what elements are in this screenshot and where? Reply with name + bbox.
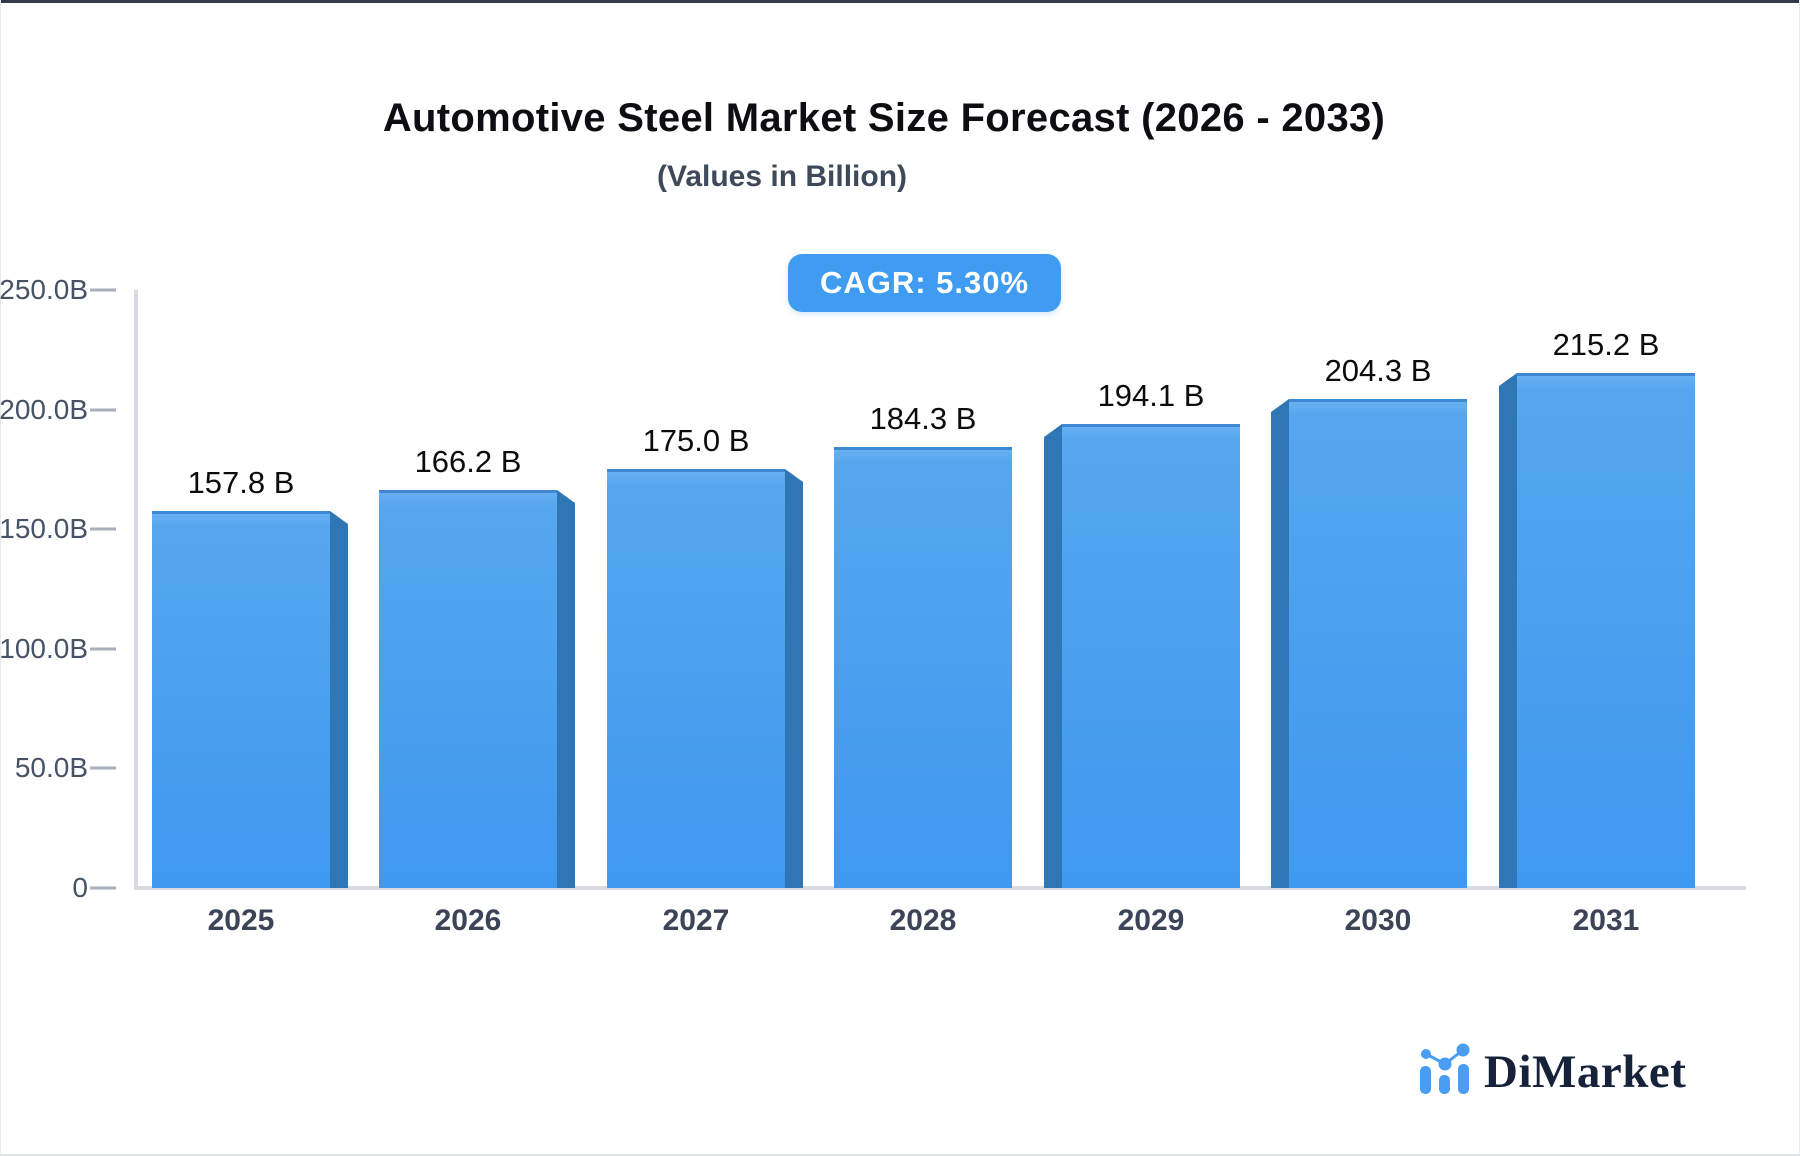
bar-2031[interactable] [1517,373,1695,888]
y-tick-label: 50.0B [14,752,88,783]
y-tick-mark [90,288,116,292]
bar-value-label: 204.3 B [1324,353,1432,388]
chart-subtitle: (Values in Billion) [656,160,908,193]
bar-value-label: 215.2 B [1552,327,1660,362]
y-tick-label: 250.0B [0,274,88,305]
y-tick-mark [90,527,116,531]
x-tick-label: 2025 [207,904,275,937]
plot-area: 250.0B 200.0B 150.0B 100.0B 50.0B 0 157.8 B 202… [0,274,1746,937]
bar-value-label: 175.0 B [642,423,750,458]
dimarket-logo[interactable]: DiMarket [1418,1038,1686,1096]
bar-2029[interactable] [1062,424,1240,888]
bar-2025[interactable] [152,511,330,888]
dimarket-logo-text: DiMarket [1484,1046,1687,1098]
y-tick-mark [90,647,116,651]
top-border [1,0,1799,3]
y-tick-label: 0 [72,872,88,903]
bar-side-face [785,469,803,888]
x-tick-label: 2031 [1572,904,1640,937]
bar-side-face [330,511,348,888]
bar-2026[interactable] [379,490,557,888]
bar-2030[interactable] [1289,399,1467,888]
bar-side-face [1499,373,1517,888]
y-axis-line [134,290,138,888]
bar-2027[interactable] [607,469,785,888]
dimarket-logo-icon [1420,1043,1470,1094]
bar-side-face [557,490,575,888]
bar-side-face [1271,399,1289,888]
bar-2028[interactable] [834,447,1012,888]
x-tick-label: 2027 [662,904,730,937]
x-tick-label: 2030 [1344,904,1412,937]
y-tick-mark [90,886,116,890]
x-axis-line [134,886,1746,890]
bar-value-label: 166.2 B [414,444,522,479]
y-tick-label: 200.0B [0,394,88,425]
bar-side-face [1044,424,1062,888]
y-tick-mark [90,766,116,770]
bar-value-label: 194.1 B [1097,378,1205,413]
y-tick-label: 150.0B [0,513,88,544]
x-tick-label: 2029 [1117,904,1185,937]
bar-value-label: 157.8 B [187,465,295,500]
y-tick-label: 100.0B [0,633,88,664]
chart-title: Automotive Steel Market Size Forecast (2… [382,96,1386,140]
cagr-badge: CAGR: 5.30% [788,254,1061,312]
y-tick-mark [90,408,116,412]
x-tick-label: 2026 [434,904,502,937]
x-tick-label: 2028 [889,904,957,937]
bar-value-label: 184.3 B [869,401,977,436]
